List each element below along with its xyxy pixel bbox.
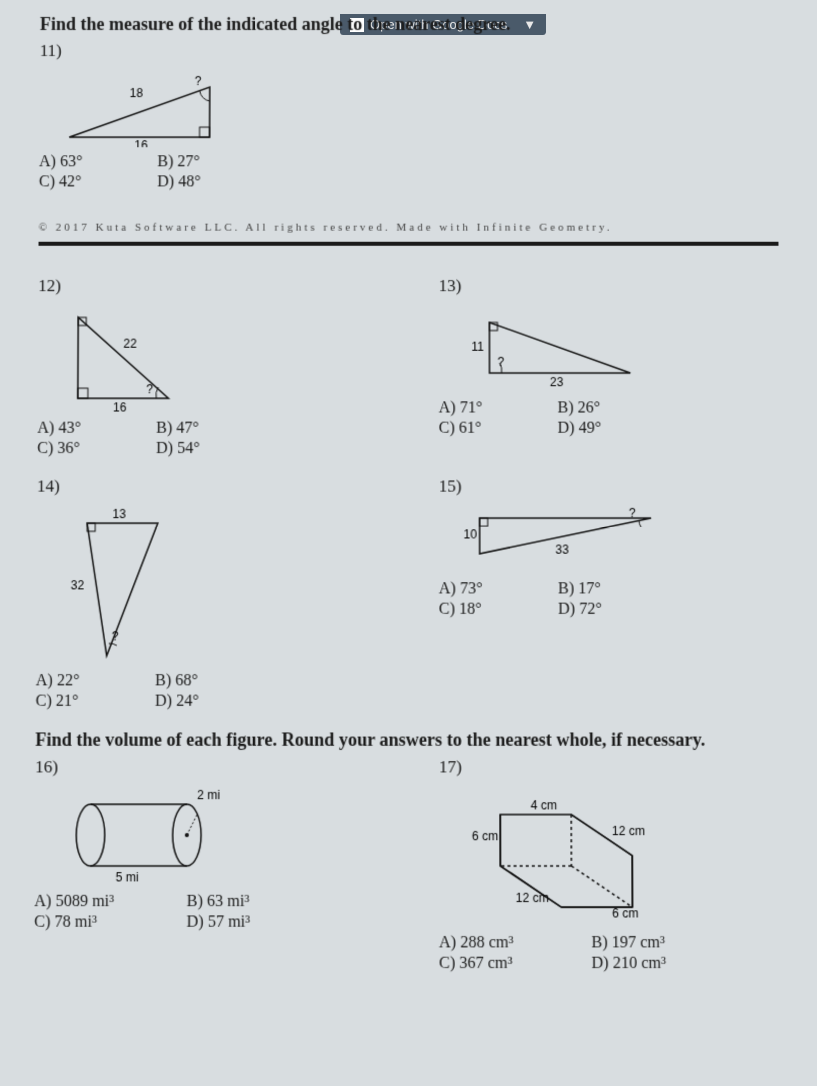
- q14-choice-a: A) 22°: [36, 672, 147, 690]
- q11-figure: 18 16 ?: [59, 67, 778, 147]
- q17-d5: 6 cm: [612, 906, 638, 920]
- q17-figure: 4 cm 6 cm 12 cm 12 cm 6 cm: [459, 784, 783, 928]
- q16-len-label: 2 mi: [197, 788, 220, 802]
- question-11: 11) 18 16 ? A) 63° B) 27° C) 42° D) 48°: [39, 41, 778, 191]
- question-16: 16) 2 mi 5 mi A) 5089 mi³ B) 63 mi³ C) 7…: [34, 757, 378, 973]
- q16-figure: 2 mi 5 mi: [55, 784, 378, 887]
- q11-hyp-label: 18: [130, 86, 144, 100]
- page-divider: [39, 242, 779, 246]
- q13-choice-c: C) 61°: [439, 420, 550, 438]
- q12-figure: 22 16 ?: [58, 302, 379, 413]
- q15-bot-label: 33: [555, 543, 569, 557]
- q16-diam-label: 5 mi: [116, 870, 139, 884]
- q11-choice-b: B) 27°: [157, 153, 267, 171]
- q12-choice-c: C) 36°: [37, 440, 148, 458]
- worksheet-page: Find the measure of the indicated angle …: [0, 14, 817, 1013]
- copyright-text: © 2017 Kuta Software LLC. All rights res…: [39, 222, 613, 234]
- q17-d4: 12 cm: [515, 891, 548, 905]
- q14-angle-label: ?: [112, 629, 119, 643]
- q13-angle-label: ?: [497, 355, 504, 369]
- q16-number: 16): [35, 757, 378, 778]
- q15-choice-b: B) 17°: [558, 580, 669, 598]
- q12-adj-label: 16: [113, 400, 127, 413]
- q13-adj-label: 23: [549, 375, 563, 389]
- q14-choice-b: B) 68°: [155, 672, 266, 690]
- q11-choice-d: D) 48°: [157, 173, 267, 191]
- q16-choice-d: D) 57 mi³: [186, 913, 318, 932]
- q14-choice-c: C) 21°: [36, 693, 147, 711]
- q14-number: 14): [37, 476, 378, 496]
- q15-number: 15): [439, 476, 780, 496]
- q16-choice-a: A) 5089 mi³: [34, 893, 166, 912]
- q17-choice-a: A) 288 cm³: [439, 934, 571, 953]
- q12-hyp-label: 22: [123, 337, 137, 351]
- q17-choice-c: C) 367 cm³: [439, 955, 571, 974]
- q12-choice-b: B) 47°: [156, 420, 267, 438]
- section-1-title: Find the measure of the indicated angle …: [40, 14, 777, 35]
- q12-number: 12): [38, 276, 378, 296]
- q13-figure: 11 23 ?: [459, 302, 780, 393]
- question-15: 15) 10 33 ? A) 73° B) 17° C) 18° D) 72°: [439, 476, 782, 711]
- q16-choices: A) 5089 mi³ B) 63 mi³ C) 78 mi³ D) 57 mi…: [34, 893, 378, 932]
- q17-d2: 6 cm: [471, 829, 497, 843]
- q17-number: 17): [439, 757, 782, 778]
- question-14: 14) 13 32 ? A) 22° B) 68° C) 21° D) 24°: [36, 476, 379, 711]
- q11-choice-c: C) 42°: [39, 173, 149, 191]
- q12-choice-a: A) 43°: [37, 420, 148, 438]
- q11-angle-label: ?: [195, 74, 202, 88]
- q13-choice-d: D) 49°: [558, 420, 669, 438]
- q12-angle-label: ?: [146, 382, 153, 396]
- q12-choices: A) 43° B) 47° C) 36° D) 54°: [37, 420, 378, 459]
- q16-choice-c: C) 78 mi³: [34, 913, 166, 932]
- q15-choices: A) 73° B) 17° C) 18° D) 72°: [439, 580, 781, 619]
- q11-number: 11): [40, 41, 778, 61]
- q13-choices: A) 71° B) 26° C) 61° D) 49°: [439, 399, 780, 438]
- q13-choice-b: B) 26°: [557, 399, 668, 417]
- q17-choice-d: D) 210 cm³: [591, 955, 723, 974]
- q13-number: 13): [439, 276, 779, 296]
- q11-adj-label: 16: [134, 138, 148, 147]
- q14-left-label: 32: [71, 578, 85, 592]
- q14-choices: A) 22° B) 68° C) 21° D) 24°: [36, 672, 379, 711]
- section-2-title: Find the volume of each figure. Round yo…: [35, 729, 781, 751]
- q14-choice-d: D) 24°: [155, 693, 266, 711]
- q17-d3: 12 cm: [611, 824, 644, 838]
- q13-opp-label: 11: [471, 340, 484, 354]
- q15-choice-c: C) 18°: [439, 601, 550, 619]
- q15-angle-label: ?: [628, 506, 635, 520]
- q15-left-label: 10: [463, 527, 477, 541]
- q16-choice-b: B) 63 mi³: [187, 893, 319, 912]
- q17-choice-b: B) 197 cm³: [591, 934, 723, 953]
- copyright-line: © 2017 Kuta Software LLC. All rights res…: [39, 222, 779, 234]
- question-12: 12) 22 16 ? A) 43° B) 47° C) 36° D) 54°: [37, 276, 378, 458]
- q14-figure: 13 32 ?: [56, 503, 378, 666]
- q17-choices: A) 288 cm³ B) 197 cm³ C) 367 cm³ D) 210 …: [439, 934, 783, 973]
- q15-figure: 10 33 ?: [459, 503, 781, 574]
- question-13: 13) 11 23 ? A) 71° B) 26° C) 61° D) 49°: [439, 276, 780, 458]
- q15-choice-a: A) 73°: [439, 580, 550, 598]
- q11-choice-a: A) 63°: [39, 153, 149, 171]
- question-17: 17) 4 cm 6 cm 12 cm 12 cm 6 cm: [439, 757, 783, 973]
- q11-choices: A) 63° B) 27° C) 42° D) 48°: [39, 153, 778, 191]
- q13-choice-a: A) 71°: [439, 399, 550, 417]
- q14-top-label: 13: [112, 507, 126, 521]
- q12-choice-d: D) 54°: [156, 440, 267, 458]
- q17-d1: 4 cm: [530, 798, 556, 812]
- q15-choice-d: D) 72°: [558, 601, 669, 619]
